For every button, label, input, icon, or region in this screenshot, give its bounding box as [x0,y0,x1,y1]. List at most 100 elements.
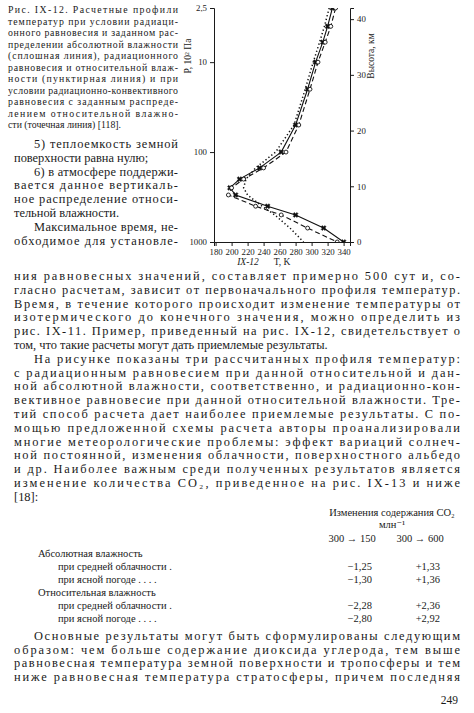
body-line: Максимальное время, не- [34,220,178,234]
body-line: Основные результаты могут быть сформулир… [34,629,460,643]
x-tick: 200 [225,242,239,257]
x-tick: 300 [305,242,319,257]
x-tick: 180 [209,242,223,257]
caption-line: онного равновесия и заданном рас- [8,27,178,38]
table-group-label: Абсолютная влажность [38,548,143,559]
y-tick-mark [210,242,214,243]
x-tick-label: 240 [257,247,271,257]
y-axis-title: P, 10² Па [183,38,193,74]
body-line: том, что такие расчеты могут дать приемл… [14,338,328,352]
body-line: изменение количества CO₂, приведенное на… [14,476,461,490]
caption-line: температур при условии радиаци- [8,16,178,27]
body-line: тельной влажности. [14,206,119,220]
table-row-label: при средней облачности . [58,561,172,572]
body-line: вается данное вертикаль- [14,178,178,192]
body-line: мощью предложенной схемы расчета авторы … [14,421,460,435]
x-tick-label: 220 [241,247,255,257]
profile-marker [306,226,310,230]
profile-marker [230,186,234,190]
co2-table: Изменения содержания CO₂млн⁻¹300 → 15030… [38,507,455,624]
caption-line: равновесия и относительной влаж- [8,62,178,73]
y2-axis-title: Высота, км [366,33,376,78]
y-tick-mark [210,62,214,63]
profile-line [228,8,337,242]
x-tick-label: 320 [321,247,335,257]
body-line: поверхности равна нулю; [14,151,148,165]
body-text: 5) теплоемкость земнойповерхности равна … [14,137,461,684]
x-tick-label: 280 [289,247,303,257]
profile-marker [329,24,333,28]
table-row-label: при ясной погоде . . . . [58,574,157,585]
caption-line: условии радиационно-конвективного [8,85,178,96]
body-line: ной абсолютной влажности, соответственно… [14,379,460,393]
caption: Рис. IX-12. Расчетные профилитемператур … [8,4,179,131]
table-cell: −2,28 [348,600,372,611]
y-tick-label: 100 [194,147,208,157]
x-tick-label: 300 [305,247,319,257]
table-unit: млн⁻¹ [379,519,405,530]
y2-tick: 10 [350,182,366,192]
x-axis-line [215,243,351,247]
caption-line: равновесия с заданным распреде- [8,96,178,107]
y2-tick: 30 [350,70,366,80]
annotation: IX-12 [236,257,259,267]
body-line: гласно расчетам, зависит от первоначальн… [14,283,460,297]
y2-tick: 20 [350,126,366,136]
y2-tick-mark [350,19,354,20]
y2-tick-label: 20 [357,126,366,136]
x-tick-mark [328,242,329,246]
profile-marker [323,40,327,44]
x-tick-mark [280,242,281,246]
caption-line: (сплошная линия), радиационного [8,50,178,62]
y2-tick-mark [350,186,354,187]
y-tick: 100 [194,147,214,157]
x-tick-label: 340 [337,247,351,257]
profile-marker [316,60,320,64]
profile-marker [320,224,328,232]
profile-marker [334,8,338,10]
profile-marker [319,38,327,46]
body-line: равновесная температура земной поверхнос… [14,656,460,670]
profile-marker [284,150,288,154]
body-line: вективное равновесие при данной относите… [14,393,460,407]
table-cell: −2,80 [348,613,372,624]
plot-area [226,8,347,242]
table-cell: −1,25 [348,561,372,572]
profile-line [230,8,344,242]
x-tick-mark [344,242,345,246]
y-axis-line [210,9,215,243]
y2-axis: 010203040 [350,9,366,248]
body-line: и др. Наиболее важным среди полученных р… [14,462,460,476]
x-tick: 280 [289,242,303,257]
x-tick-mark [312,242,313,246]
caption-line: пределении абсолютной влажности [8,39,179,50]
x-tick-mark [264,242,265,246]
table-row-label: при средней облачности . [58,600,172,611]
x-tick: 340 [337,242,351,257]
x-axis-title: T, K [274,257,291,267]
body-line: тий способ расчета дает наиболее приемле… [14,407,460,421]
x-tick: 240 [257,242,271,257]
table-cell: +2,92 [416,613,440,624]
body-line: ниже равновесная температура стратосферы… [14,670,460,684]
y2-tick-mark [350,131,354,132]
profile-marker [254,204,258,208]
profile-marker [292,211,300,219]
body-line: На рисунке показаны три рассчитанных про… [34,352,460,366]
table-cell: +2,36 [416,600,440,611]
chart: 1802002202402602803003203402,51010010000… [183,3,376,267]
profile-marker [308,87,312,91]
caption-line: сти (точечная линия) [118]. [8,119,121,131]
y-tick-mark [210,8,214,9]
body-line: образом: чем больше содержание диоксида … [14,643,461,657]
x-tick: 260 [273,242,287,257]
table-row-label: при ясной погоде . . . . [58,613,157,624]
caption-line: лением относительной влажно- [8,108,178,119]
y2-tick: 40 [350,14,366,24]
body-line: Время, в течение которого происходит изм… [14,297,461,311]
x-tick-label: 260 [273,247,287,257]
y-tick-label: 10 [198,57,207,67]
body-line: 6) в атмосфере поддержи- [34,165,178,179]
profile-marker [262,166,266,170]
page-number: 249 [441,694,459,706]
